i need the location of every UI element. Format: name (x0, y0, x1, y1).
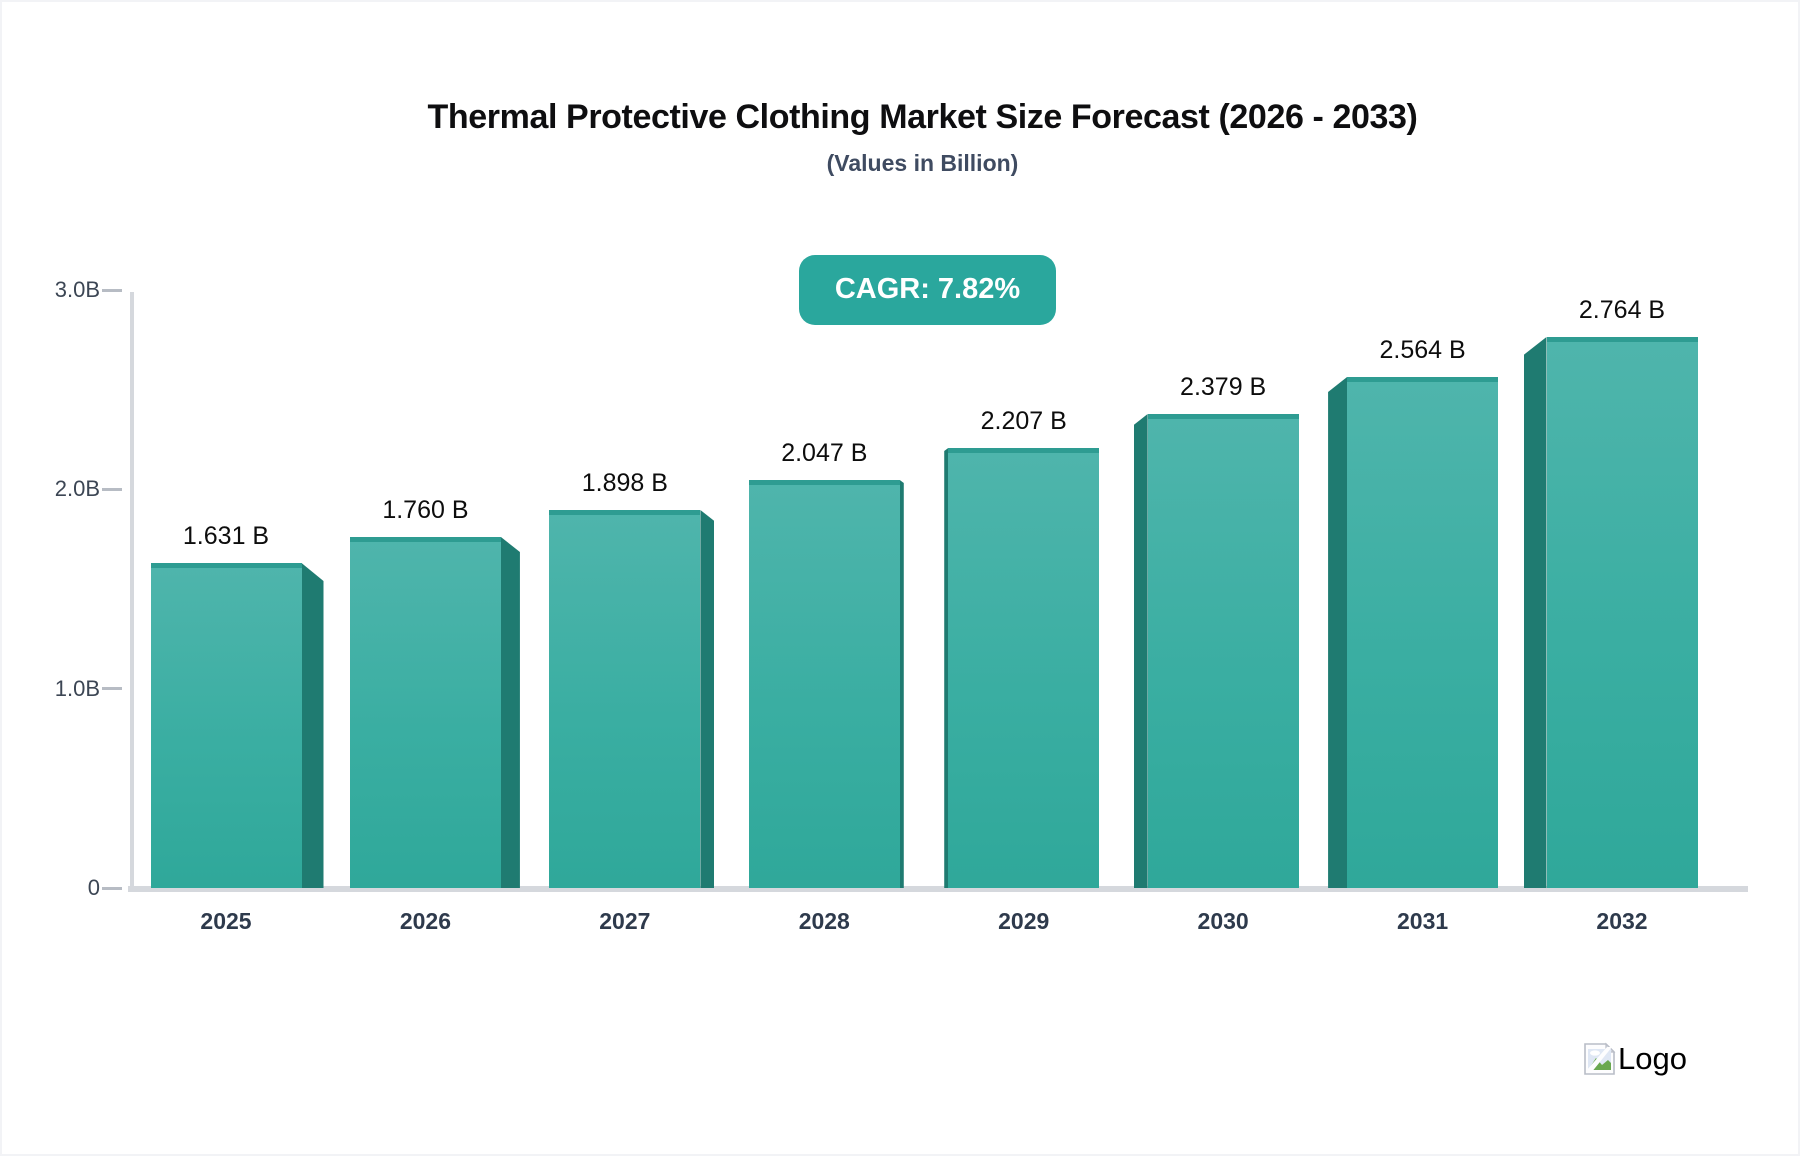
bar-2025 (150, 563, 324, 888)
y-tick-label: 1.0B (54, 675, 100, 701)
broken-logo-image: Logo (1583, 1042, 1687, 1076)
bar-2030 (1133, 414, 1299, 888)
x-tick-label-2029: 2029 (998, 908, 1050, 934)
bar-2026 (349, 537, 520, 888)
bar-value-label: 1.898 B (581, 469, 668, 497)
bar-2027 (549, 510, 715, 888)
bar-value-label: 2.764 B (1578, 296, 1666, 324)
bar-top-edge (349, 537, 501, 542)
x-tick-label-2032: 2032 (1596, 908, 1648, 934)
y-tick-dash (102, 487, 122, 491)
bar-top-edge (748, 480, 900, 485)
y-tick-dash (102, 288, 122, 292)
bar-top-edge (1147, 414, 1299, 419)
bar-top-edge (150, 563, 302, 568)
bar-front-face (1546, 337, 1698, 888)
x-axis-baseline (128, 886, 1748, 892)
bar-front-face (349, 537, 501, 888)
bar-side-face (1523, 337, 1547, 888)
bar-value-label: 1.631 B (182, 522, 270, 550)
bar-top-edge (1347, 377, 1499, 382)
bar-top-edge (1546, 337, 1698, 342)
bar-side-face (899, 480, 904, 888)
bar-side-face (301, 563, 324, 888)
bar-value-label: 2.207 B (980, 407, 1067, 435)
chart-subtitle: (Values in Billion) (826, 150, 1019, 176)
bar-front-face (549, 510, 701, 888)
bar-value-label: 2.379 B (1180, 373, 1267, 401)
broken-image-icon (1584, 1042, 1616, 1075)
bar-front-face (150, 563, 302, 888)
x-tick-label-2030: 2030 (1197, 908, 1249, 934)
bar-2031 (1328, 377, 1499, 888)
bar-side-face (700, 510, 715, 888)
y-tick-dash (102, 687, 122, 691)
bar-2028 (748, 480, 904, 888)
bar-front-face (748, 480, 900, 888)
bar-value-label: 1.760 B (382, 496, 469, 524)
logo-alt-text: Logo (1618, 1041, 1687, 1077)
bar-2032 (1523, 337, 1698, 888)
bar-value-label: 2.047 B (781, 439, 868, 467)
y-tick-label: 0 (87, 875, 100, 900)
x-tick-label-2028: 2028 (798, 908, 850, 934)
chart-title: Thermal Protective Clothing Market Size … (427, 98, 1418, 136)
bar-side-face (1328, 377, 1348, 888)
bar-front-face (1147, 414, 1299, 888)
bar-2029 (944, 448, 1100, 888)
y-tick-label: 2.0B (54, 476, 100, 502)
bar-value-label: 2.564 B (1379, 336, 1466, 364)
bar-top-edge (948, 448, 1100, 453)
bar-side-face (944, 448, 949, 888)
cagr-badge-row: CAGR: 7.82% (57, 255, 1798, 325)
x-tick-label-2026: 2026 (399, 908, 451, 934)
bar-front-face (1347, 377, 1499, 888)
bar-side-face (1133, 414, 1148, 888)
x-tick-label-2031: 2031 (1396, 908, 1449, 934)
y-tick-label: 3.0B (54, 277, 100, 303)
cagr-badge: CAGR: 7.82% (798, 255, 1057, 325)
bar-front-face (948, 448, 1100, 888)
y-axis-line (130, 292, 134, 889)
x-tick-label-2027: 2027 (599, 908, 651, 934)
bar-top-edge (549, 510, 701, 515)
y-tick-dash (102, 886, 122, 890)
bar-side-face (500, 537, 520, 888)
x-tick-label-2025: 2025 (200, 908, 252, 934)
